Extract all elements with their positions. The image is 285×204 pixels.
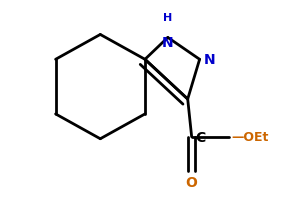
Text: —OEt: —OEt	[231, 131, 269, 144]
Text: N: N	[162, 36, 174, 50]
Text: O: O	[186, 176, 198, 190]
Text: H: H	[163, 12, 172, 22]
Text: N: N	[203, 53, 215, 67]
Text: C: C	[196, 130, 206, 144]
